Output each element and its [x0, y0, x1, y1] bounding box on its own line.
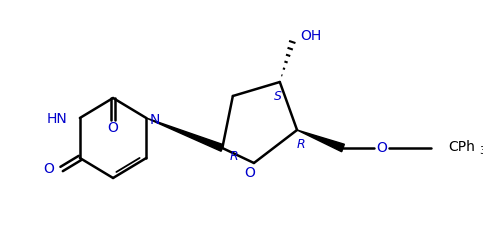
Polygon shape: [297, 130, 344, 152]
Text: OH: OH: [300, 29, 321, 43]
Text: HN: HN: [47, 112, 68, 126]
Text: N: N: [150, 113, 160, 127]
Text: R: R: [297, 138, 305, 150]
Text: O: O: [376, 141, 387, 155]
Text: R: R: [229, 149, 238, 163]
Polygon shape: [146, 118, 224, 151]
Text: O: O: [108, 121, 118, 135]
Text: O: O: [43, 162, 54, 176]
Text: CPh: CPh: [448, 140, 475, 154]
Text: 3: 3: [479, 146, 483, 156]
Text: S: S: [274, 89, 282, 103]
Text: O: O: [245, 166, 256, 180]
